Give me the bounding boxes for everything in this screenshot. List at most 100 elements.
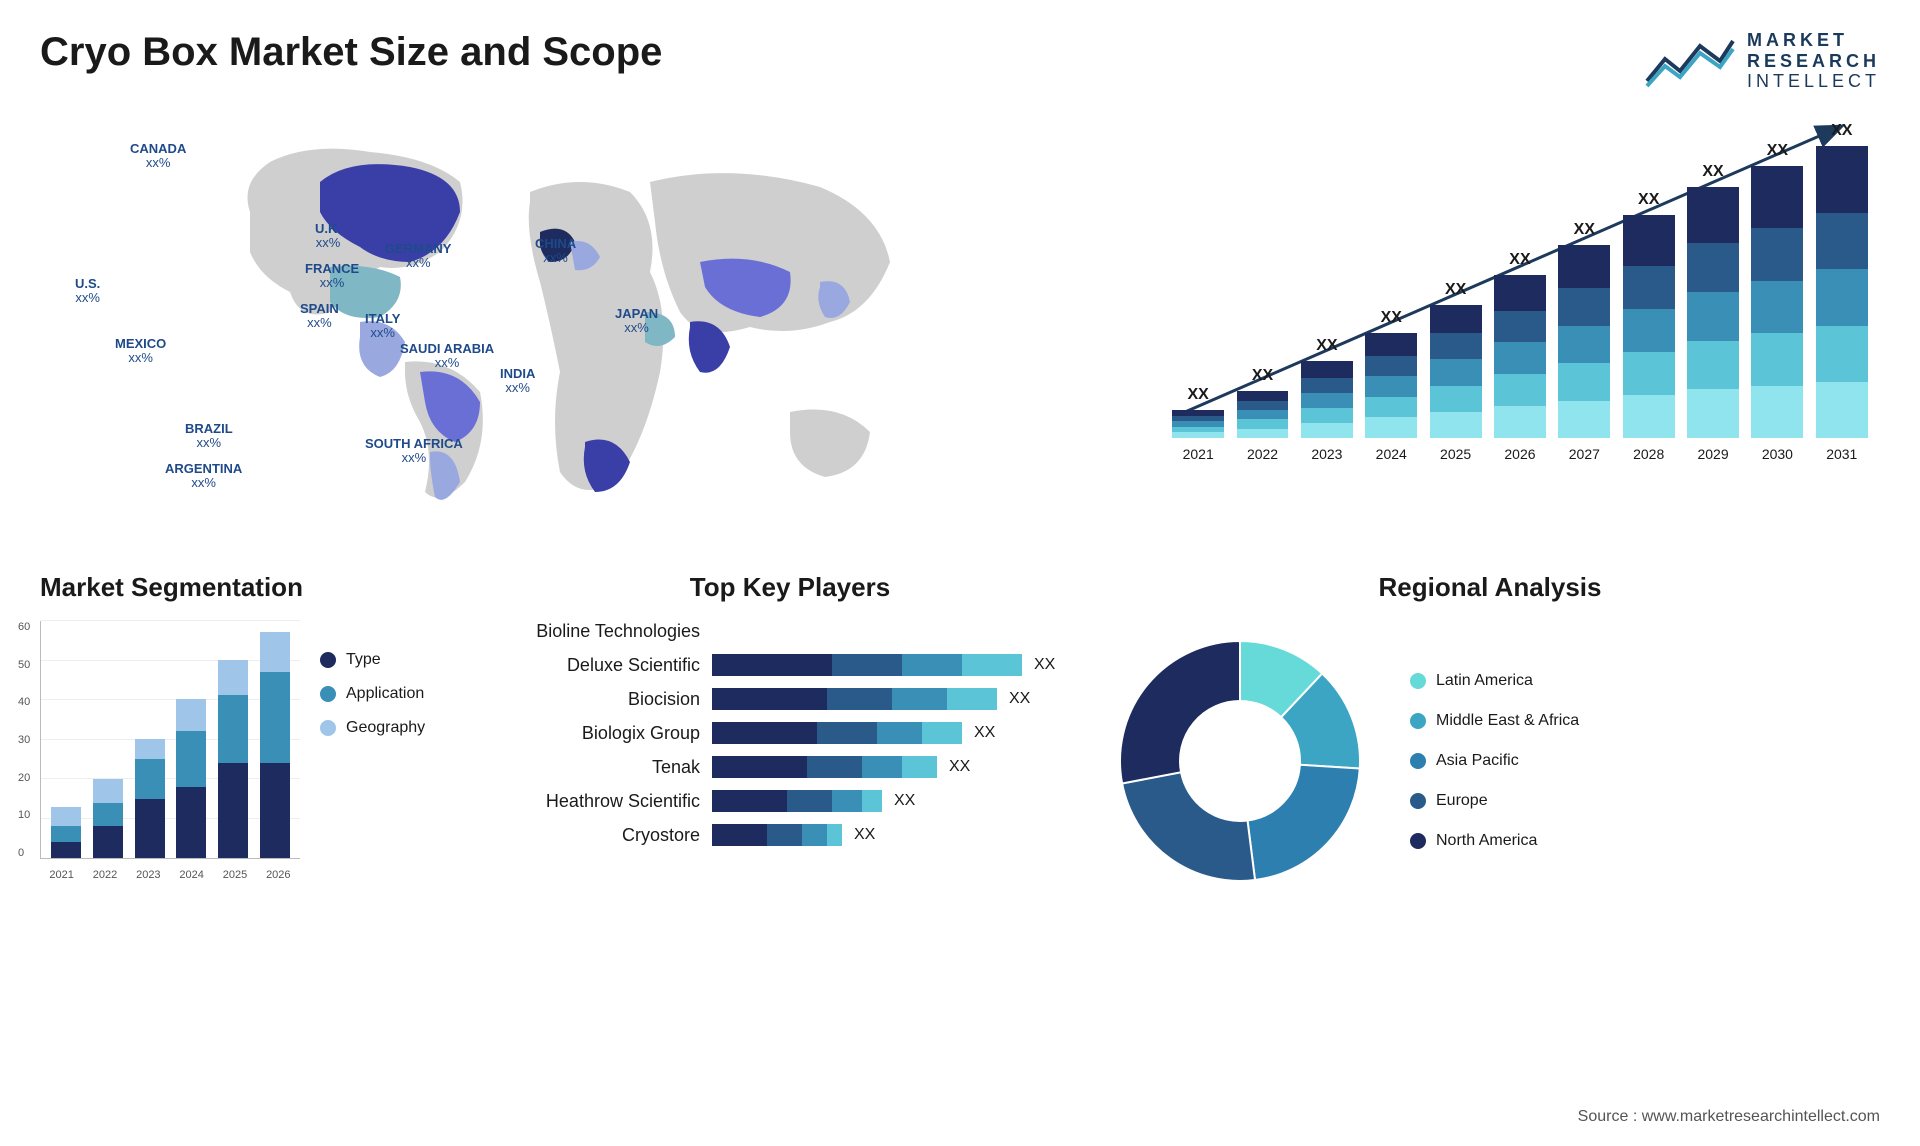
logo-line3: INTELLECT — [1747, 71, 1880, 92]
player-row: Biologix Group XX — [510, 722, 1070, 744]
growth-col-2024: XX 2024 — [1363, 309, 1419, 462]
growth-value-label: XX — [1188, 386, 1209, 404]
player-value: XX — [1034, 656, 1055, 674]
segmentation-legend: Type Application Geography — [320, 621, 425, 881]
map-label-germany: GERMANYxx% — [385, 242, 451, 271]
growth-year-label: 2025 — [1440, 446, 1471, 462]
segmentation-title: Market Segmentation — [40, 572, 480, 603]
regional-legend: Latin America Middle East & Africa Asia Pa… — [1410, 672, 1579, 850]
world-map: CANADAxx% U.S.xx% MEXICOxx% BRAZILxx% ARGENT… — [40, 112, 1120, 532]
map-label-india: INDIAxx% — [500, 367, 535, 396]
growth-year-label: 2022 — [1247, 446, 1278, 462]
regional-legend-item: Latin America — [1410, 672, 1579, 690]
regional-donut — [1100, 621, 1380, 901]
player-row: Bioline Technologies — [510, 621, 1070, 642]
segmentation-chart: 0102030405060 202120222023202420252026 — [40, 621, 300, 881]
growth-year-label: 2023 — [1311, 446, 1342, 462]
growth-year-label: 2021 — [1183, 446, 1214, 462]
seg-legend-item: Type — [320, 651, 425, 669]
growth-bar-chart: XX2021XX2022XX2023XX2024XX2025XX2026XX20… — [1160, 112, 1880, 532]
growth-value-label: XX — [1638, 191, 1659, 209]
seg-bar-2024 — [176, 699, 206, 858]
logo-line1: MARKET — [1747, 30, 1880, 51]
growth-value-label: XX — [1574, 221, 1595, 239]
source-label: Source : www.marketresearchintellect.com — [1578, 1108, 1880, 1126]
donut-slice — [1122, 772, 1255, 881]
seg-legend-item: Geography — [320, 719, 425, 737]
growth-year-label: 2026 — [1504, 446, 1535, 462]
player-value: XX — [974, 724, 995, 742]
player-name: Biocision — [510, 689, 700, 710]
growth-value-label: XX — [1445, 281, 1466, 299]
regional-legend-item: Asia Pacific — [1410, 752, 1579, 770]
player-name: Tenak — [510, 757, 700, 778]
growth-value-label: XX — [1316, 337, 1337, 355]
growth-value-label: XX — [1767, 142, 1788, 160]
logo-line2: RESEARCH — [1747, 51, 1880, 72]
player-name: Deluxe Scientific — [510, 655, 700, 676]
growth-value-label: XX — [1702, 163, 1723, 181]
players-title: Top Key Players — [510, 572, 1070, 603]
map-label-u-s-: U.S.xx% — [75, 277, 100, 306]
player-value: XX — [1009, 690, 1030, 708]
growth-col-2022: XX 2022 — [1234, 367, 1290, 462]
map-label-spain: SPAINxx% — [300, 302, 339, 331]
player-row: Heathrow Scientific XX — [510, 790, 1070, 812]
growth-year-label: 2028 — [1633, 446, 1664, 462]
map-label-mexico: MEXICOxx% — [115, 337, 166, 366]
growth-col-2029: XX2029 — [1685, 163, 1741, 462]
growth-col-2028: XX 2028 — [1621, 191, 1677, 462]
player-name: Biologix Group — [510, 723, 700, 744]
growth-value-label: XX — [1831, 122, 1852, 140]
map-label-china: CHINAxx% — [535, 237, 576, 266]
seg-bar-2025 — [218, 660, 248, 858]
regional-legend-item: North America — [1410, 832, 1579, 850]
regional-legend-item: Europe — [1410, 792, 1579, 810]
growth-col-2025: XX 2025 — [1427, 281, 1483, 462]
page-title: Cryo Box Market Size and Scope — [40, 30, 662, 75]
map-label-japan: JAPANxx% — [615, 307, 658, 336]
donut-slice — [1248, 765, 1360, 880]
growth-col-2023: XX 2023 — [1299, 337, 1355, 462]
player-row: Tenak XX — [510, 756, 1070, 778]
player-name: Heathrow Scientific — [510, 791, 700, 812]
map-label-saudi-arabia: SAUDI ARABIAxx% — [400, 342, 494, 371]
map-label-argentina: ARGENTINAxx% — [165, 462, 242, 491]
growth-col-2027: XX 2027 — [1556, 221, 1612, 462]
donut-slice — [1120, 641, 1240, 783]
player-name: Cryostore — [510, 825, 700, 846]
regional-title: Regional Analysis — [1100, 572, 1880, 603]
growth-value-label: XX — [1252, 367, 1273, 385]
growth-year-label: 2024 — [1376, 446, 1407, 462]
seg-bar-2022 — [93, 779, 123, 858]
map-label-italy: ITALYxx% — [365, 312, 400, 341]
player-value: XX — [949, 758, 970, 776]
seg-bar-2023 — [135, 739, 165, 858]
growth-col-2021: XX 2021 — [1170, 386, 1226, 462]
map-label-canada: CANADAxx% — [130, 142, 186, 171]
seg-bar-2026 — [260, 632, 290, 858]
growth-year-label: 2030 — [1762, 446, 1793, 462]
logo-icon — [1645, 31, 1735, 91]
map-label-u-k-: U.K.xx% — [315, 222, 341, 251]
growth-value-label: XX — [1509, 251, 1530, 269]
brand-logo: MARKET RESEARCH INTELLECT — [1645, 30, 1880, 92]
growth-value-label: XX — [1381, 309, 1402, 327]
regional-legend-item: Middle East & Africa — [1410, 712, 1579, 730]
seg-legend-item: Application — [320, 685, 425, 703]
player-name: Bioline Technologies — [510, 621, 700, 642]
player-value: XX — [854, 826, 875, 844]
map-label-south-africa: SOUTH AFRICAxx% — [365, 437, 463, 466]
growth-year-label: 2031 — [1826, 446, 1857, 462]
growth-col-2026: XX 2026 — [1492, 251, 1548, 462]
segmentation-panel: Market Segmentation 0102030405060 202120… — [40, 572, 480, 901]
map-label-brazil: BRAZILxx% — [185, 422, 233, 451]
player-row: Cryostore XX — [510, 824, 1070, 846]
players-panel: Top Key Players Bioline Technologies Delu… — [510, 572, 1070, 901]
player-row: Biocision XX — [510, 688, 1070, 710]
growth-year-label: 2027 — [1569, 446, 1600, 462]
growth-col-2031: XX 2031 — [1814, 122, 1870, 463]
growth-col-2030: XX 2030 — [1749, 142, 1805, 462]
player-value: XX — [894, 792, 915, 810]
map-label-france: FRANCExx% — [305, 262, 359, 291]
